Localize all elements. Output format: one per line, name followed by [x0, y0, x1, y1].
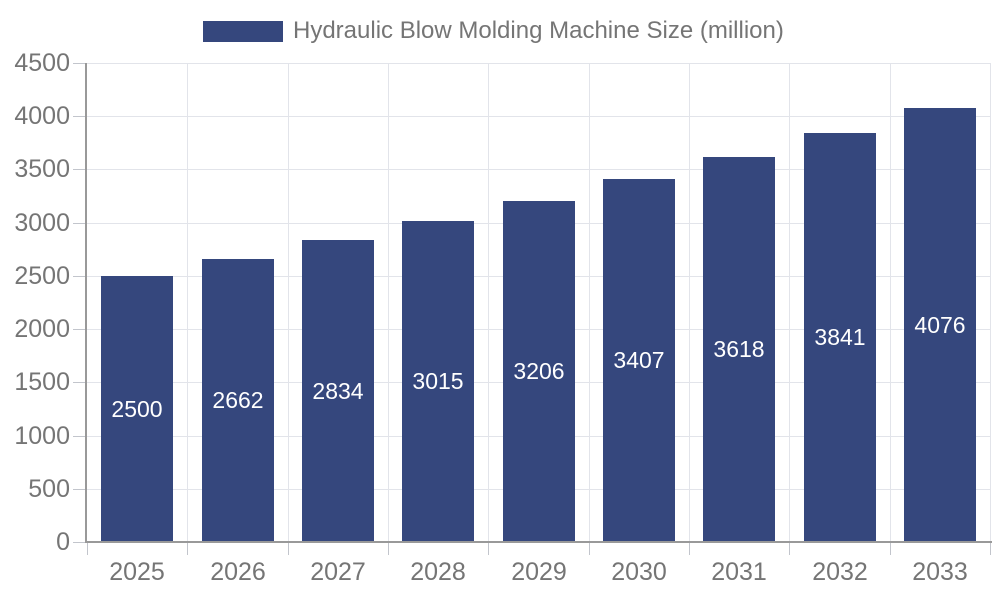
x-axis-tick — [187, 542, 188, 555]
y-tick-label: 0 — [56, 528, 70, 556]
x-tick-label: 2027 — [310, 558, 366, 586]
x-tick-label: 2033 — [912, 558, 968, 586]
y-tick-label: 4500 — [14, 49, 70, 77]
x-axis-tick — [990, 542, 991, 555]
x-tick-label: 2031 — [711, 558, 767, 586]
x-tick-label: 2032 — [812, 558, 868, 586]
bar-value-label: 3407 — [613, 347, 665, 373]
y-axis-tick — [73, 63, 87, 64]
y-axis-tick — [73, 169, 87, 170]
bar — [101, 276, 173, 541]
y-tick-label: 1500 — [14, 368, 70, 396]
x-tick-label: 2028 — [410, 558, 466, 586]
bar-value-label: 2662 — [212, 387, 264, 413]
gridline-v — [789, 63, 790, 542]
legend-swatch — [203, 20, 283, 42]
x-axis-tick — [87, 542, 88, 555]
bar — [904, 108, 976, 541]
y-axis-tick — [73, 436, 87, 437]
bar-value-label: 2834 — [312, 378, 364, 404]
x-tick-label: 2025 — [109, 558, 165, 586]
bar — [302, 240, 374, 541]
gridline-v — [689, 63, 690, 542]
bar-value-label: 3841 — [814, 324, 866, 350]
bar-value-label: 3206 — [513, 358, 565, 384]
y-axis-tick — [73, 116, 87, 117]
gridline-h — [87, 169, 990, 170]
bar — [402, 221, 474, 541]
gridline-v — [288, 63, 289, 542]
y-tick-label: 3500 — [14, 155, 70, 183]
gridline-v — [890, 63, 891, 542]
x-axis-tick — [488, 542, 489, 555]
x-tick-label: 2029 — [511, 558, 567, 586]
bar — [202, 259, 274, 541]
y-tick-label: 4000 — [14, 102, 70, 130]
y-axis-tick — [73, 382, 87, 383]
x-axis-tick — [789, 542, 790, 555]
y-axis-tick — [73, 276, 87, 277]
gridline-h — [87, 63, 990, 64]
y-axis-tick — [73, 223, 87, 224]
bar-value-label: 3015 — [412, 368, 464, 394]
y-tick-label: 2500 — [14, 262, 70, 290]
y-axis-tick — [73, 489, 87, 490]
gridline-v — [589, 63, 590, 542]
y-axis-line — [85, 63, 87, 543]
x-tick-label: 2030 — [611, 558, 667, 586]
gridline-v — [488, 63, 489, 542]
gridline-v — [990, 63, 991, 542]
y-axis-tick — [73, 329, 87, 330]
x-axis-line — [85, 541, 992, 543]
y-tick-label: 2000 — [14, 315, 70, 343]
y-tick-label: 500 — [28, 475, 70, 503]
x-tick-label: 2026 — [210, 558, 266, 586]
bar-value-label: 4076 — [914, 312, 966, 338]
legend-label: Hydraulic Blow Molding Machine Size (mil… — [293, 17, 784, 44]
legend: Hydraulic Blow Molding Machine Size (mil… — [203, 17, 784, 44]
x-axis-tick — [689, 542, 690, 555]
y-tick-label: 1000 — [14, 422, 70, 450]
bar — [603, 179, 675, 541]
gridline-h — [87, 116, 990, 117]
y-axis-tick — [73, 542, 87, 543]
bar — [804, 133, 876, 541]
y-tick-label: 3000 — [14, 209, 70, 237]
gridline-v — [388, 63, 389, 542]
bar-value-label: 2500 — [111, 396, 163, 422]
gridline-v — [187, 63, 188, 542]
x-axis-tick — [288, 542, 289, 555]
x-axis-tick — [388, 542, 389, 555]
bar-value-label: 3618 — [713, 336, 765, 362]
bar — [703, 157, 775, 541]
bar — [503, 201, 575, 541]
x-axis-tick — [890, 542, 891, 555]
x-axis-tick — [589, 542, 590, 555]
